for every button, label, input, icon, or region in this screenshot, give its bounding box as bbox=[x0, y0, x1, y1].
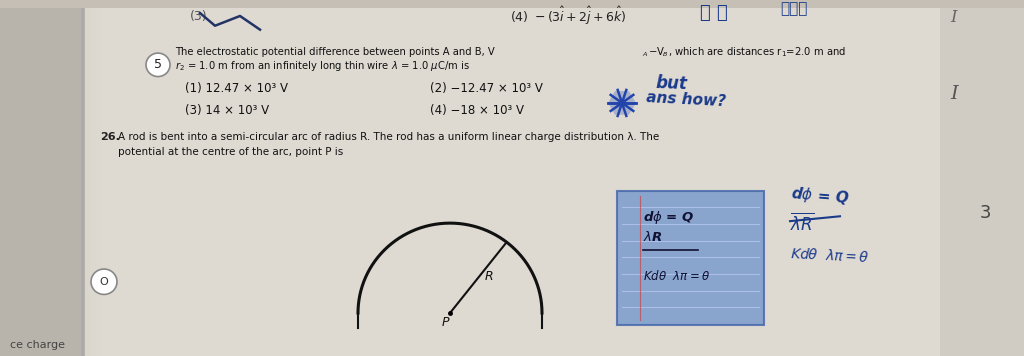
Text: रिक: रिक bbox=[780, 1, 807, 16]
Text: but: but bbox=[655, 74, 687, 93]
Text: $_B$: $_B$ bbox=[662, 49, 668, 58]
Text: Kd$\theta$  $\lambda\pi{=}\theta$: Kd$\theta$ $\lambda\pi{=}\theta$ bbox=[643, 269, 711, 283]
Text: (1) 12.47 × 10³ V: (1) 12.47 × 10³ V bbox=[185, 82, 288, 95]
Circle shape bbox=[146, 53, 170, 77]
Text: R: R bbox=[484, 269, 493, 283]
Text: ठ उ: ठ उ bbox=[700, 4, 728, 22]
Text: d$\phi$ = Q: d$\phi$ = Q bbox=[790, 184, 850, 209]
FancyBboxPatch shape bbox=[0, 8, 85, 356]
FancyBboxPatch shape bbox=[617, 191, 764, 325]
Text: d$\phi$ = Q: d$\phi$ = Q bbox=[643, 209, 694, 226]
Text: (2) −12.47 × 10³ V: (2) −12.47 × 10³ V bbox=[430, 82, 543, 95]
Text: (4) −18 × 10³ V: (4) −18 × 10³ V bbox=[430, 104, 524, 117]
Text: A rod is bent into a semi-circular arc of radius R. The rod has a uniform linear: A rod is bent into a semi-circular arc o… bbox=[118, 132, 659, 142]
FancyBboxPatch shape bbox=[80, 8, 940, 356]
Text: potential at the centre of the arc, point P is: potential at the centre of the arc, poin… bbox=[118, 147, 343, 157]
Text: $\lambda$R: $\lambda$R bbox=[643, 230, 663, 244]
Text: Kd$\theta$  $\lambda\pi{=}\theta$: Kd$\theta$ $\lambda\pi{=}\theta$ bbox=[790, 246, 869, 265]
Text: $r_2$ = 1.0 m from an infinitely long thin wire $\lambda$ = 1.0 $\mu$C/m is: $r_2$ = 1.0 m from an infinitely long th… bbox=[175, 59, 470, 73]
Text: $\overline{\lambda R}$: $\overline{\lambda R}$ bbox=[790, 212, 814, 234]
Text: , which are distances r$_1$=2.0 m and: , which are distances r$_1$=2.0 m and bbox=[668, 45, 846, 59]
Polygon shape bbox=[608, 91, 636, 115]
Text: 3: 3 bbox=[980, 204, 991, 222]
Text: The electrostatic potential difference between points A and B, V: The electrostatic potential difference b… bbox=[175, 47, 495, 57]
Text: 26.: 26. bbox=[100, 132, 120, 142]
Text: P: P bbox=[442, 316, 450, 329]
Text: (3) 14 × 10³ V: (3) 14 × 10³ V bbox=[185, 104, 269, 117]
Text: I: I bbox=[950, 9, 956, 26]
Circle shape bbox=[91, 269, 117, 294]
Text: O: O bbox=[99, 277, 109, 287]
Text: 5: 5 bbox=[154, 58, 162, 71]
Text: $_A$: $_A$ bbox=[642, 49, 648, 58]
Text: (3): (3) bbox=[190, 10, 208, 23]
Text: ce charge: ce charge bbox=[10, 340, 65, 350]
FancyBboxPatch shape bbox=[940, 8, 1024, 356]
Text: $(4)\ -(3\hat{i}+2\hat{j}+6\hat{k})$: $(4)\ -(3\hat{i}+2\hat{j}+6\hat{k})$ bbox=[510, 5, 627, 27]
Text: $-$V: $-$V bbox=[648, 45, 666, 57]
Text: I: I bbox=[950, 85, 957, 103]
Text: ans how?: ans how? bbox=[646, 90, 727, 109]
